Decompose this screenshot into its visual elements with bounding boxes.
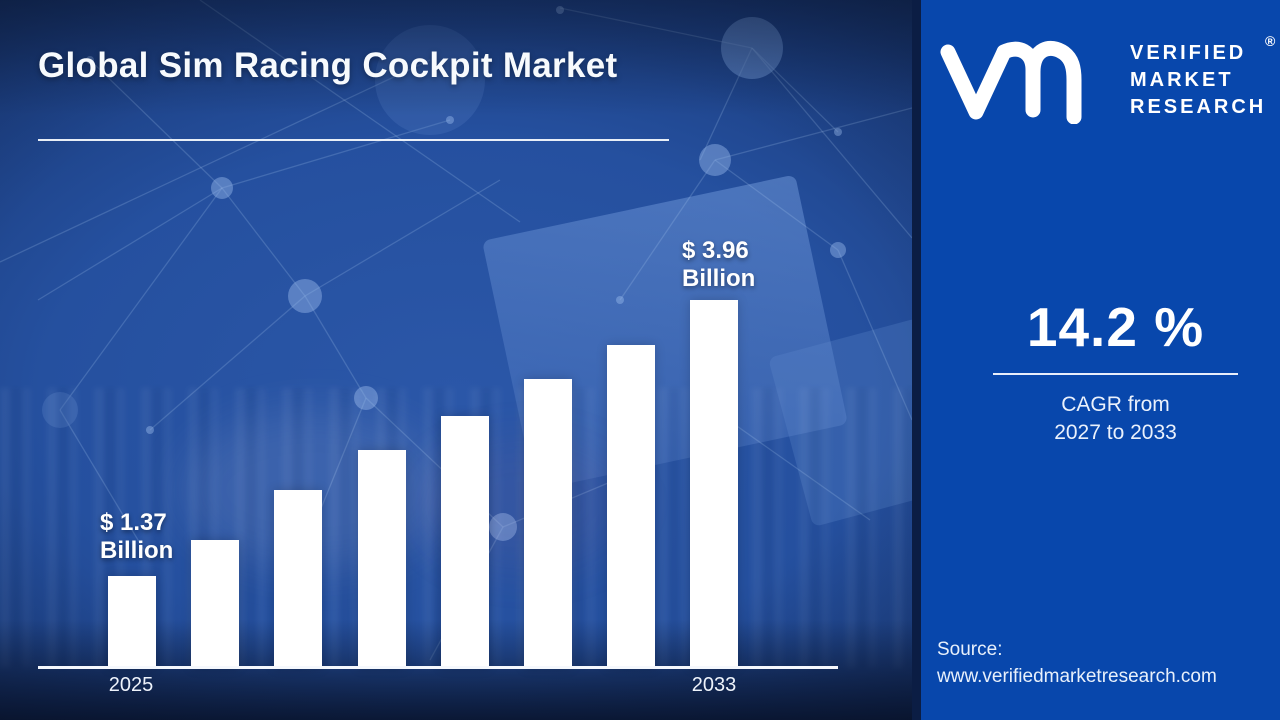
- title-underline: [38, 139, 669, 141]
- cagr-caption-line1: CAGR from: [1061, 393, 1170, 416]
- cagr-block: 14.2 % CAGR from 2027 to 2033: [951, 295, 1280, 447]
- brand-line-verified: VERIFIED: [1130, 42, 1247, 64]
- cagr-caption-line2: 2027 to 2033: [1054, 421, 1177, 444]
- brand-panel: VERIFIED MARKET RESEARCH ® 14.2 % CAGR f…: [921, 0, 1280, 720]
- x-tick-2025: 2025: [108, 674, 154, 696]
- source-label: Source:: [937, 639, 1003, 660]
- cagr-caption: CAGR from 2027 to 2033: [951, 391, 1280, 447]
- bar-2025: [108, 576, 156, 668]
- cagr-value: 14.2 %: [1026, 296, 1205, 358]
- chart-panel: Global Sim Racing Cockpit Market $ 1.37 …: [0, 0, 912, 720]
- source-block: Source: www.verifiedmarketresearch.com: [937, 636, 1217, 690]
- bar-year-4: [358, 450, 406, 668]
- bar-value-label-first: $ 1.37 Billion: [100, 509, 173, 565]
- brand-wordmark: VERIFIED MARKET RESEARCH: [1130, 40, 1266, 121]
- x-axis-line: [38, 666, 838, 669]
- source-url: www.verifiedmarketresearch.com: [937, 666, 1217, 687]
- bar-year-3: [274, 490, 322, 668]
- bar-value-line2: Billion: [100, 537, 174, 564]
- bar-year-2: [191, 540, 239, 668]
- bar-year-6: [524, 379, 572, 668]
- bar-2033: [690, 300, 738, 668]
- panel-divider: [912, 0, 921, 720]
- brand-line-research: RESEARCH: [1130, 96, 1267, 118]
- bar-value-line2: Billion: [682, 265, 756, 292]
- brand-logo-row: VERIFIED MARKET RESEARCH ®: [938, 33, 1278, 126]
- registered-trademark-icon: ®: [1265, 33, 1276, 49]
- bar-value-line1: $ 1.37: [100, 509, 167, 536]
- bar-value-line1: $ 3.96: [682, 237, 749, 264]
- x-tick-2033: 2033: [691, 674, 737, 696]
- brand-line-market: MARKET: [1130, 69, 1234, 91]
- bar-year-5: [441, 416, 489, 668]
- page-title: Global Sim Racing Cockpit Market: [38, 46, 618, 85]
- bar-value-label-last: $ 3.96 Billion: [682, 237, 755, 293]
- vmr-logo-icon: [940, 41, 1082, 124]
- bar-year-7: [607, 345, 655, 668]
- cagr-underline: [993, 373, 1238, 375]
